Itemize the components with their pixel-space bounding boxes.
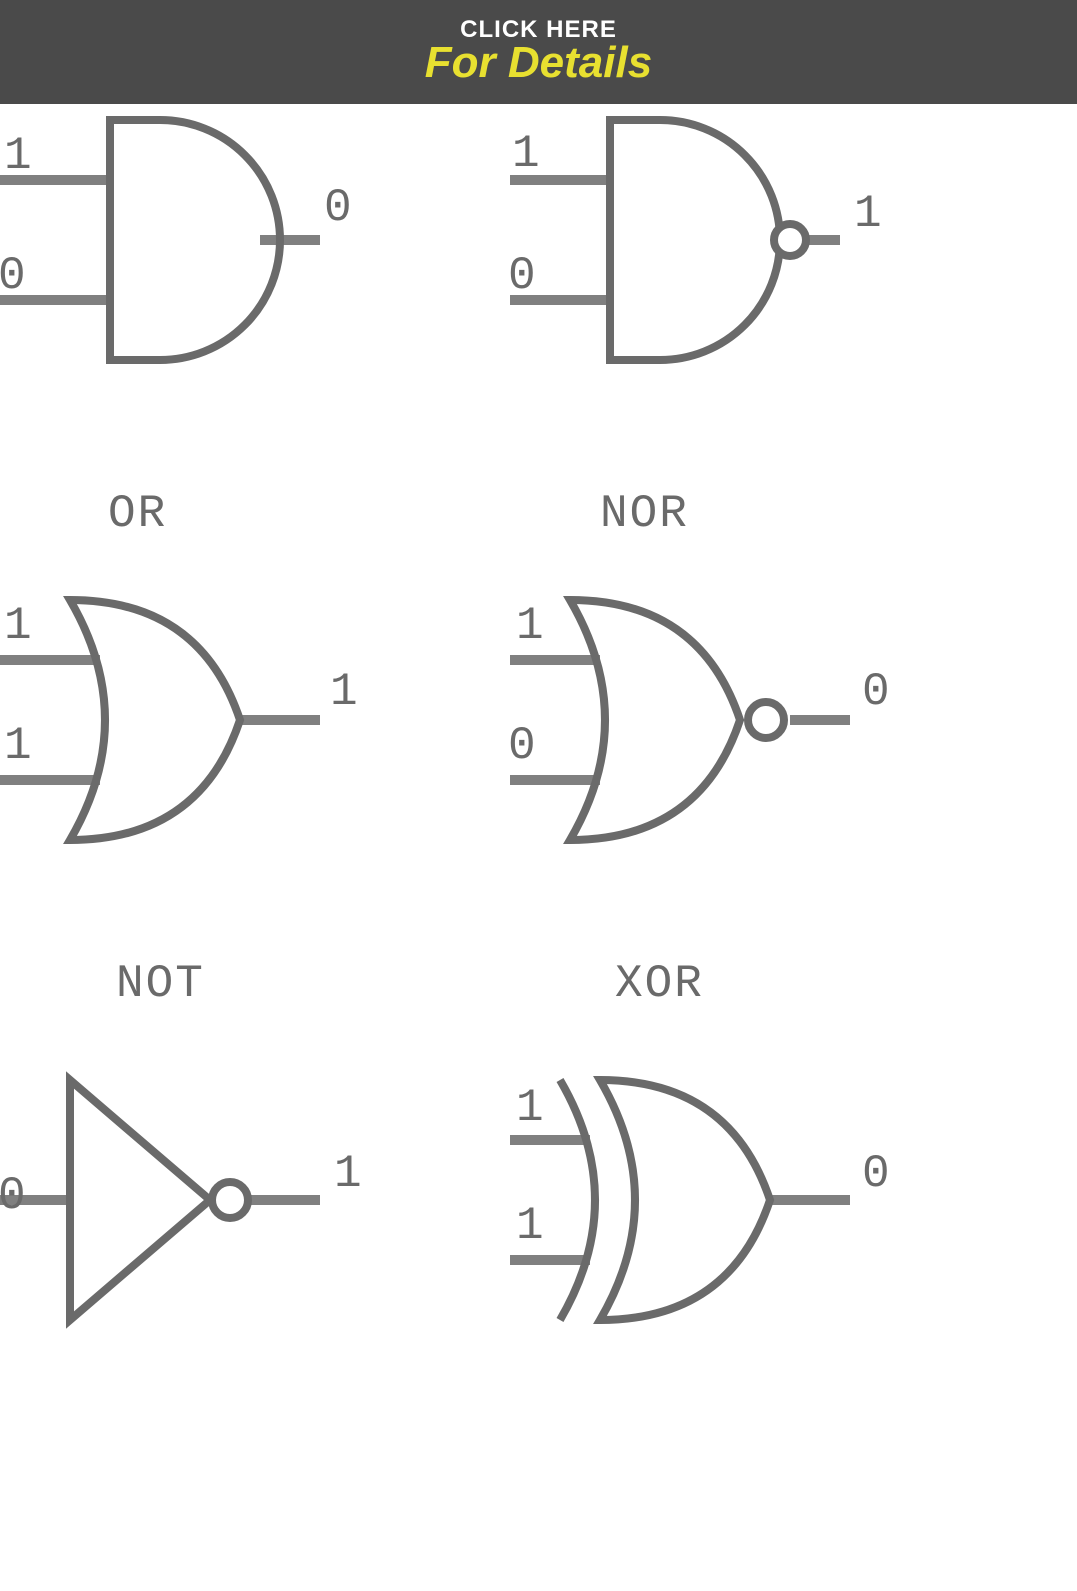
nand-input-b: 0 [508, 250, 536, 302]
nor-gate-icon [500, 580, 900, 860]
xor-input-b: 1 [516, 1200, 544, 1252]
or-input-a: 1 [4, 600, 32, 652]
gate-title-xor: XOR [615, 958, 704, 1010]
gate-title-not: NOT [116, 958, 205, 1010]
gate-title-or: OR [108, 488, 167, 540]
not-output: 1 [334, 1148, 362, 1200]
and-input-a: 1 [4, 130, 32, 182]
nor-input-a: 1 [516, 600, 544, 652]
xor-input-a: 1 [516, 1082, 544, 1134]
or-input-b: 1 [4, 720, 32, 772]
nor-input-b: 0 [508, 720, 536, 772]
xor-output: 0 [862, 1148, 890, 1200]
or-gate-icon [0, 580, 360, 860]
and-input-b: 0 [0, 250, 26, 302]
nand-input-a: 1 [512, 128, 540, 180]
nand-output: 1 [854, 188, 882, 240]
xor-gate-icon [500, 1060, 900, 1340]
nor-output: 0 [862, 666, 890, 718]
not-input: 0 [0, 1170, 26, 1222]
and-output: 0 [324, 182, 352, 234]
nand-gate-icon [500, 100, 880, 380]
not-gate-icon [0, 1060, 360, 1340]
and-gate-icon [0, 100, 360, 380]
banner-bottom-text: For Details [425, 38, 652, 88]
or-output: 1 [330, 666, 358, 718]
gate-title-nor: NOR [600, 488, 689, 540]
click-here-banner[interactable]: CLICK HERE For Details [0, 0, 1077, 104]
